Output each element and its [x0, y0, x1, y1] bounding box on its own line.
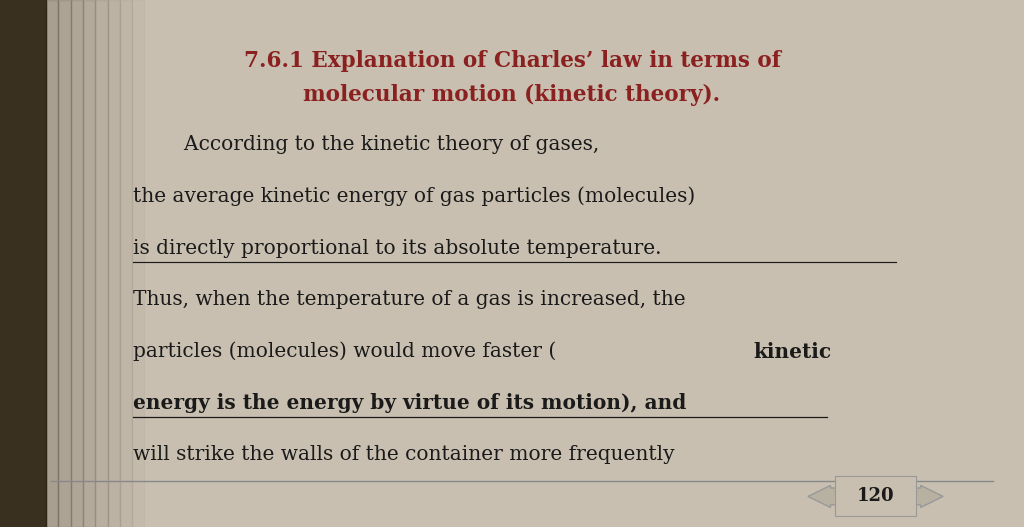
Bar [132, 0, 144, 527]
Text: particles (molecules) would move faster (: particles (molecules) would move faster … [133, 341, 556, 362]
FancyArrow shape [914, 485, 943, 508]
Text: will strike the walls of the container more frequently: will strike the walls of the container m… [133, 445, 675, 464]
Bar [71, 0, 83, 527]
Bar [108, 0, 120, 527]
Text: According to the kinetic theory of gases,: According to the kinetic theory of gases… [133, 135, 599, 154]
Text: is directly proportional to its absolute temperature.: is directly proportional to its absolute… [133, 239, 662, 258]
Bar [83, 0, 95, 527]
Text: 120: 120 [857, 487, 894, 505]
Bar [120, 0, 132, 527]
Bar [46, 0, 58, 527]
Text: molecular motion (kinetic theory).: molecular motion (kinetic theory). [303, 84, 721, 106]
FancyBboxPatch shape [835, 476, 916, 516]
Text: Thus, when the temperature of a gas is increased, the: Thus, when the temperature of a gas is i… [133, 290, 686, 309]
Text: kinetic: kinetic [754, 341, 831, 362]
Bar [0, 0, 46, 527]
Bar [95, 0, 108, 527]
Bar [58, 0, 71, 527]
Text: energy is the energy by virtue of its motion), and: energy is the energy by virtue of its mo… [133, 393, 686, 413]
Text: the average kinetic energy of gas particles (molecules): the average kinetic energy of gas partic… [133, 187, 695, 207]
Text: 7.6.1 Explanation of Charles’ law in terms of: 7.6.1 Explanation of Charles’ law in ter… [244, 50, 780, 72]
FancyArrow shape [808, 485, 837, 508]
